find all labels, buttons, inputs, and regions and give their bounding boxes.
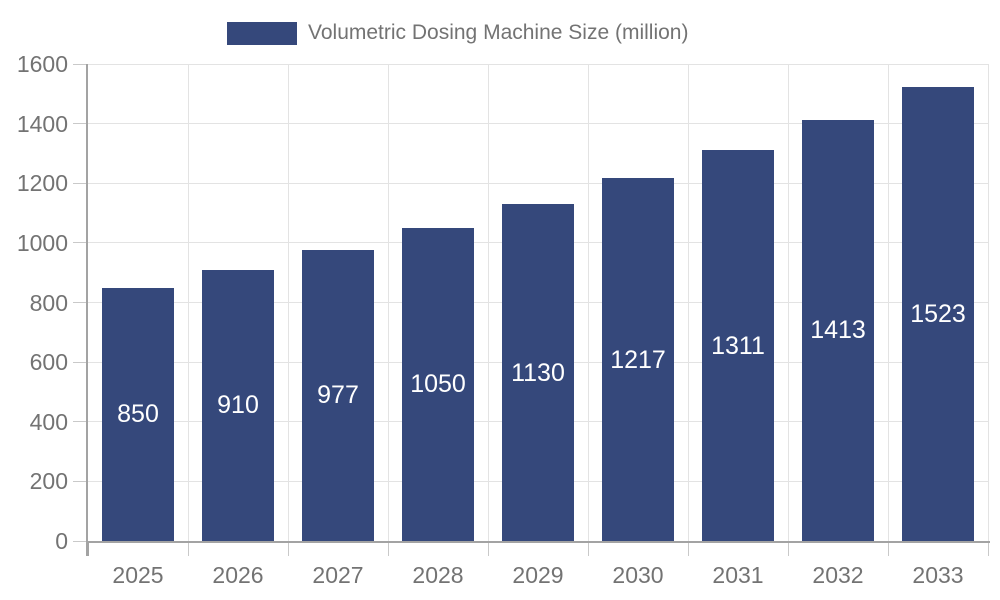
x-axis-category-label: 2029: [512, 562, 564, 588]
x-axis-tick: [287, 541, 289, 556]
legend: Volumetric Dosing Machine Size (million): [227, 20, 688, 46]
bar-value-label: 910: [217, 391, 259, 420]
x-axis-tick: [387, 541, 389, 556]
x-axis-line: [86, 541, 990, 543]
bar-value-label: 1311: [711, 331, 765, 360]
y-axis-tick-label: 200: [29, 468, 68, 495]
bar-value-label: 1050: [410, 370, 466, 399]
x-gridline: [287, 64, 289, 541]
bar-2025: 850: [102, 287, 174, 541]
legend-label: Volumetric Dosing Machine Size (million): [308, 21, 689, 44]
bar-2031: 1311: [702, 150, 774, 541]
x-gridline: [887, 64, 889, 541]
x-gridline: [387, 64, 389, 541]
bar-2032: 1413: [802, 119, 874, 541]
y-gridline: [88, 182, 988, 184]
legend-swatch: [227, 21, 297, 45]
y-gridline: [88, 123, 988, 125]
bar-value-label: 1413: [810, 316, 866, 345]
y-axis-tick: [73, 182, 88, 184]
bar-2027: 977: [302, 249, 374, 541]
y-axis-tick-label: 0: [55, 528, 68, 554]
y-axis-tick-label: 800: [29, 289, 68, 316]
bar-value-label: 1217: [610, 345, 666, 374]
y-axis-tick-label: 400: [29, 408, 68, 435]
x-gridline: [687, 64, 689, 541]
x-axis-category-label: 2032: [812, 562, 864, 588]
bar-2028: 1050: [402, 227, 474, 541]
x-axis-category-label: 2027: [312, 562, 364, 588]
x-axis-tick: [487, 541, 489, 556]
bar-value-label: 850: [117, 400, 159, 429]
y-axis-tick: [73, 242, 88, 244]
x-axis-category-label: 2033: [912, 562, 964, 588]
bar-value-label: 1523: [910, 299, 966, 328]
bar-2033: 1523: [902, 86, 974, 541]
y-axis-tick: [73, 63, 88, 65]
x-axis-tick: [987, 541, 989, 556]
x-axis-tick: [87, 541, 89, 556]
bar-value-label: 1130: [511, 358, 565, 387]
x-axis-category-label: 2025: [112, 562, 164, 588]
y-axis-line: [86, 64, 88, 556]
x-axis-category-label: 2030: [612, 562, 664, 588]
x-axis-category-label: 2031: [712, 562, 764, 588]
x-axis-tick: [887, 541, 889, 556]
bar-value-label: 977: [317, 381, 359, 410]
x-axis-tick: [587, 541, 589, 556]
x-gridline: [787, 64, 789, 541]
y-axis-tick-label: 1200: [16, 170, 68, 197]
x-gridline: [187, 64, 189, 541]
y-gridline: [88, 63, 988, 65]
y-axis-tick-label: 1400: [16, 110, 68, 137]
x-axis-tick: [687, 541, 689, 556]
y-axis-tick-label: 1000: [16, 229, 68, 256]
x-axis-tick: [187, 541, 189, 556]
y-axis-tick-label: 600: [29, 349, 68, 376]
y-axis-tick: [73, 421, 88, 423]
x-axis-category-label: 2028: [412, 562, 464, 588]
y-axis-tick-label: 1600: [16, 51, 68, 77]
y-axis-tick: [73, 123, 88, 125]
bar-2026: 910: [202, 269, 274, 541]
y-axis-tick: [73, 302, 88, 303]
bar-2029: 1130: [502, 204, 574, 541]
x-gridline: [587, 64, 589, 541]
y-axis-tick: [73, 361, 88, 363]
x-gridline: [487, 64, 489, 541]
y-axis-tick: [73, 480, 88, 482]
x-axis-tick: [787, 541, 789, 556]
y-axis-tick: [73, 540, 88, 542]
bar-2030: 1217: [602, 178, 674, 541]
x-axis-category-label: 2026: [212, 562, 264, 588]
x-gridline: [987, 64, 989, 541]
